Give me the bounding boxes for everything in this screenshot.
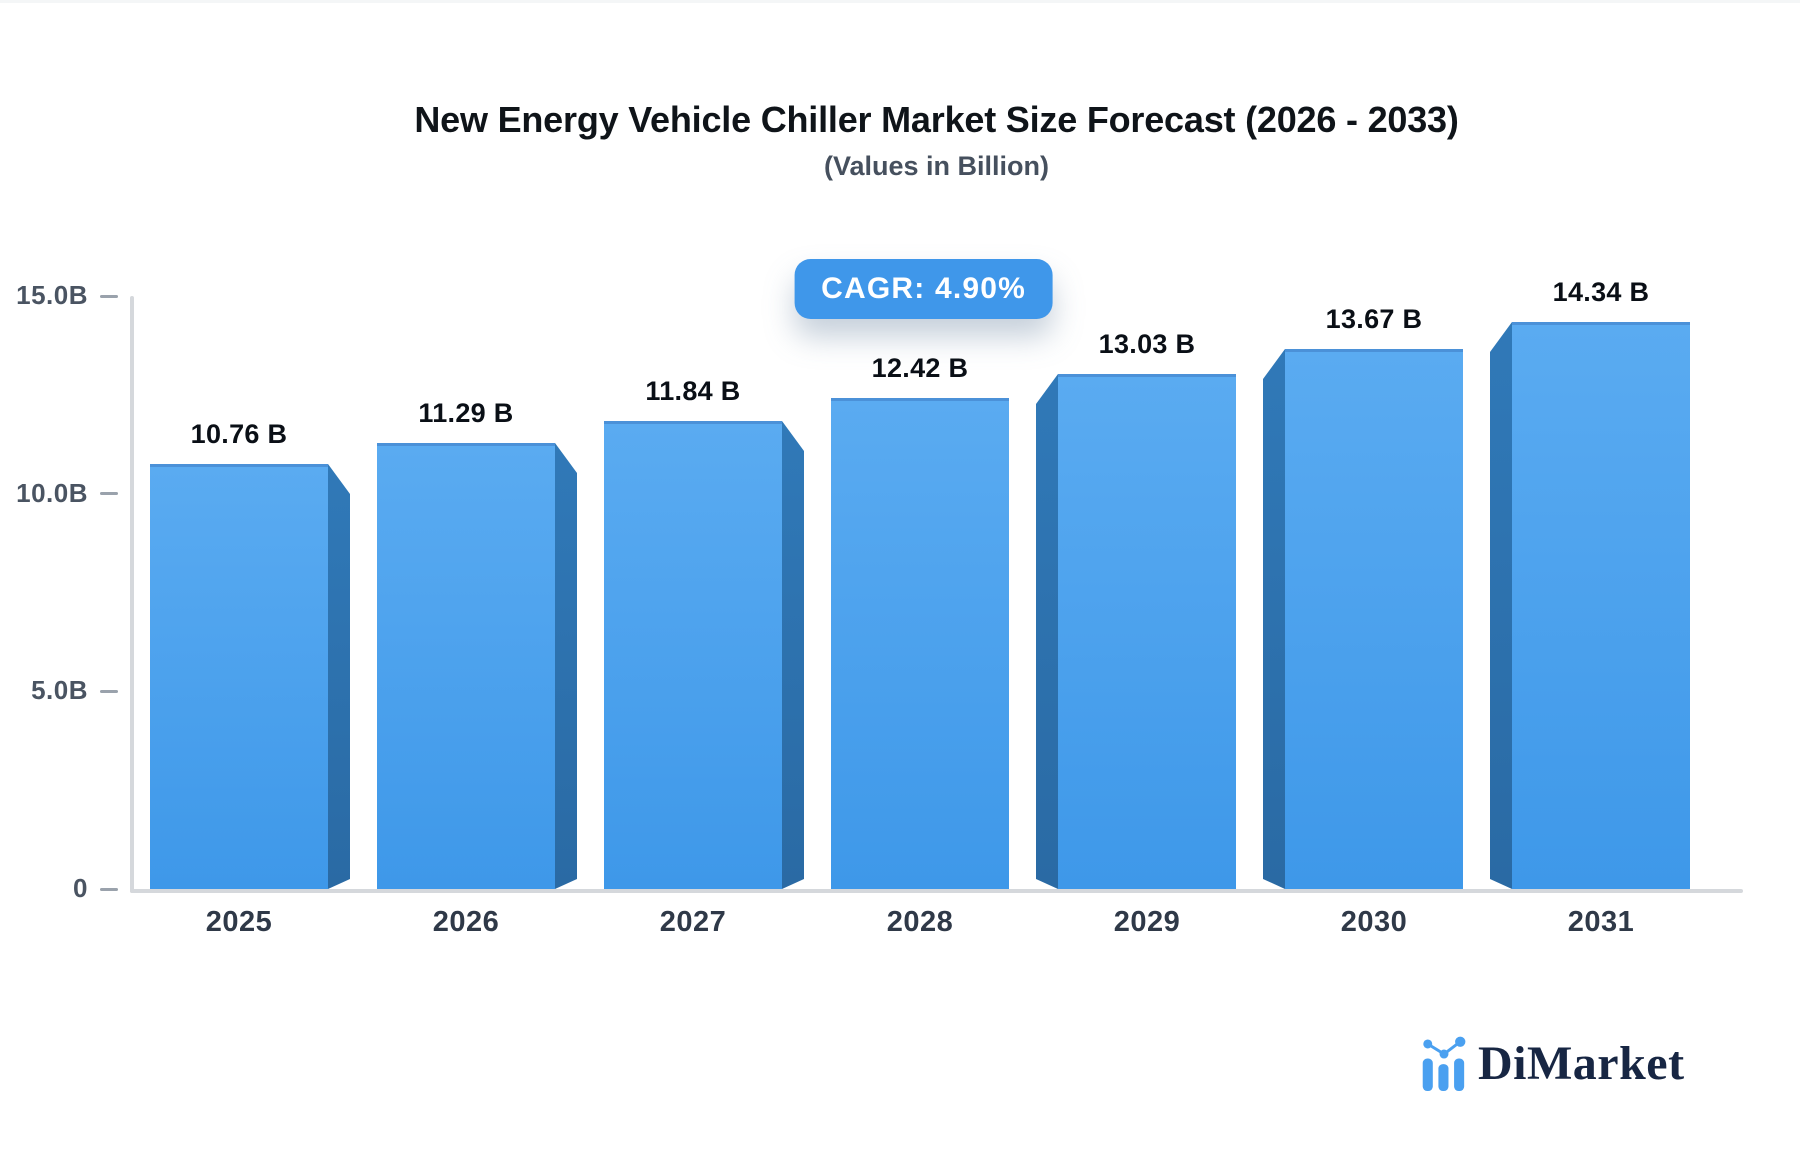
cagr-badge: CAGR: 4.90% (794, 259, 1054, 319)
x-tick-label-2026: 2026 (432, 906, 500, 938)
bar-side-face-2026 (555, 443, 577, 889)
bar-2027[interactable] (604, 421, 782, 889)
value-label-2028: 12.42 B (871, 353, 969, 383)
chart-title: New Energy Vehicle Chiller Market Size F… (414, 99, 1459, 140)
bar-side-face-2030 (1263, 349, 1285, 889)
y-axis-line (130, 296, 134, 893)
bar-2026[interactable] (377, 443, 555, 889)
value-label-2029: 13.03 B (1098, 329, 1196, 359)
bar-2025[interactable] (150, 464, 328, 889)
x-tick-label-2031: 2031 (1567, 906, 1635, 938)
y-tick-15.0B (100, 294, 118, 298)
brand-name: DiMarket (1478, 1036, 1685, 1090)
bar-side-face-2029 (1036, 374, 1058, 889)
bar-side-face-2025 (328, 464, 350, 889)
bar-2028[interactable] (831, 398, 1009, 889)
mini-bar-chart-trend-icon (1422, 1036, 1466, 1091)
x-tick-label-2025: 2025 (205, 906, 273, 938)
y-tick-label-10.0B: 10.0B (16, 477, 88, 508)
y-tick-0 (100, 887, 118, 891)
x-tick-label-2030: 2030 (1340, 906, 1408, 938)
value-label-2025: 10.76 B (190, 419, 288, 449)
value-label-2027: 11.84 B (645, 376, 741, 406)
bar-side-face-2031 (1490, 322, 1512, 889)
bar-2030[interactable] (1285, 349, 1463, 889)
y-tick-label-5.0B: 5.0B (31, 675, 88, 706)
y-tick-label-0: 0 (73, 873, 88, 903)
x-axis-line (130, 889, 1743, 893)
y-tick-label-15.0B: 15.0B (16, 280, 88, 310)
value-label-2026: 11.29 B (418, 398, 514, 428)
bar-2031[interactable] (1512, 322, 1690, 889)
x-tick-label-2029: 2029 (1113, 906, 1181, 938)
value-label-2030: 13.67 B (1325, 304, 1423, 334)
brand-watermark: DiMarket (1422, 1035, 1685, 1091)
y-tick-5.0B (100, 689, 118, 693)
x-tick-label-2028: 2028 (886, 906, 954, 938)
chart-subtitle: (Values in Billion) (823, 151, 1050, 181)
bar-side-face-2027 (782, 421, 804, 889)
value-label-2031: 14.34 B (1552, 277, 1650, 307)
y-tick-10.0B (100, 492, 118, 496)
x-tick-label-2027: 2027 (659, 906, 727, 938)
bar-2029[interactable] (1058, 374, 1236, 889)
